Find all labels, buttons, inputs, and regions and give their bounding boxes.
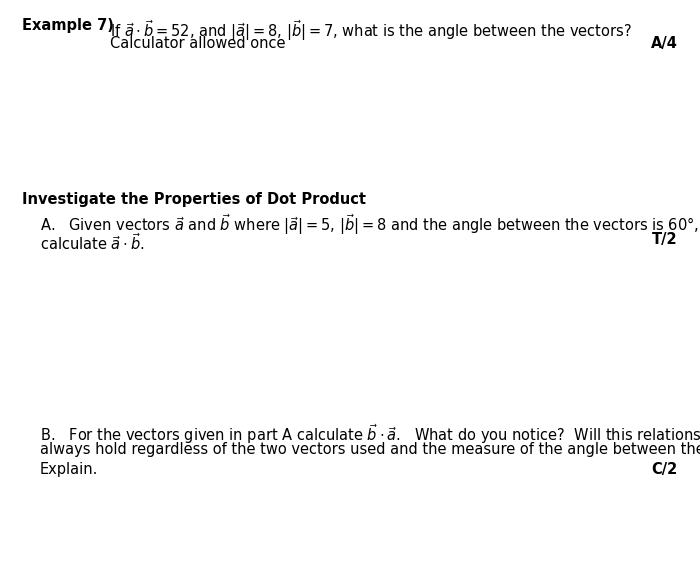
Text: Investigate the Properties of Dot Product: Investigate the Properties of Dot Produc… [22,192,366,207]
Text: always hold regardless of the two vectors used and the measure of the angle betw: always hold regardless of the two vector… [40,442,700,457]
Text: If $\vec{a} \cdot \vec{b} = 52$, and $|\vec{a}| = 8$, $|\vec{b}| = 7$, what is t: If $\vec{a} \cdot \vec{b} = 52$, and $|\… [110,18,632,43]
Text: calculate $\vec{a} \cdot \vec{b}$.: calculate $\vec{a} \cdot \vec{b}$. [40,232,144,253]
Text: T/2: T/2 [652,232,678,247]
Text: C/2: C/2 [652,462,678,477]
Text: A.   Given vectors $\vec{a}$ and $\vec{b}$ where $|\vec{a}| = 5$, $|\vec{b}| = 8: A. Given vectors $\vec{a}$ and $\vec{b}$… [40,212,699,237]
Text: Explain.: Explain. [40,462,99,477]
Text: Example 7): Example 7) [22,18,114,33]
Text: Calculator allowed once: Calculator allowed once [110,36,286,51]
Text: A/4: A/4 [651,36,678,51]
Text: B.   For the vectors given in part A calculate $\vec{b} \cdot \vec{a}$.   What d: B. For the vectors given in part A calcu… [40,422,700,446]
